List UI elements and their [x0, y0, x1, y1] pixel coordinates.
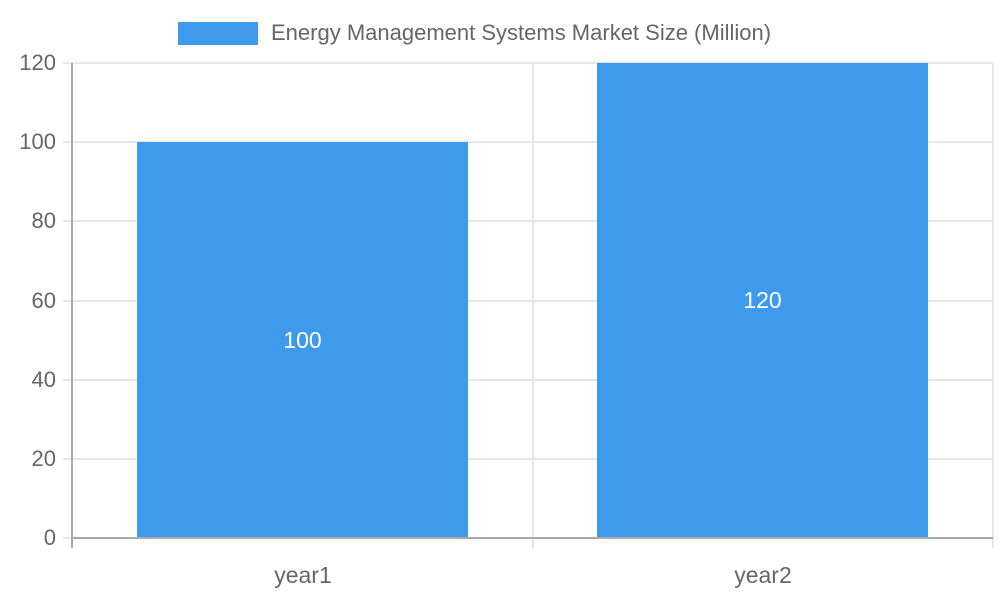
y-axis-tick-label: 40: [31, 367, 56, 392]
bar-year1: 100: [137, 142, 468, 538]
y-axis-tick-label: 120: [19, 50, 56, 75]
bar-year2: 120: [597, 63, 928, 538]
legend-label: Energy Management Systems Market Size (M…: [271, 20, 772, 45]
x-gridline-2: [992, 63, 994, 548]
bar-value-label: 120: [743, 287, 782, 313]
y-axis-tick-label: 80: [31, 208, 56, 233]
y-axis-tick-label: 100: [19, 129, 56, 154]
y-gridline-80: [63, 220, 993, 222]
y-axis-line: [71, 63, 73, 548]
legend-item[interactable]: Energy Management Systems Market Size (M…: [178, 21, 771, 45]
y-gridline-40: [63, 379, 993, 381]
y-axis-tick-label: 20: [31, 446, 56, 471]
y-gridline-100: [63, 141, 993, 143]
y-gridline-60: [63, 300, 993, 302]
x-axis-label-year1: year1: [274, 562, 332, 588]
y-axis-tick-label: 0: [43, 525, 56, 550]
y-gridline-120: [63, 62, 993, 64]
y-axis-tick-label: 60: [31, 288, 56, 313]
y-gridline-20: [63, 458, 993, 460]
bar-value-label: 100: [283, 326, 322, 353]
x-axis-label-year2: year2: [734, 562, 792, 588]
legend-swatch: [178, 21, 258, 45]
x-gridline-1: [532, 63, 534, 548]
x-axis-line: [73, 537, 993, 539]
